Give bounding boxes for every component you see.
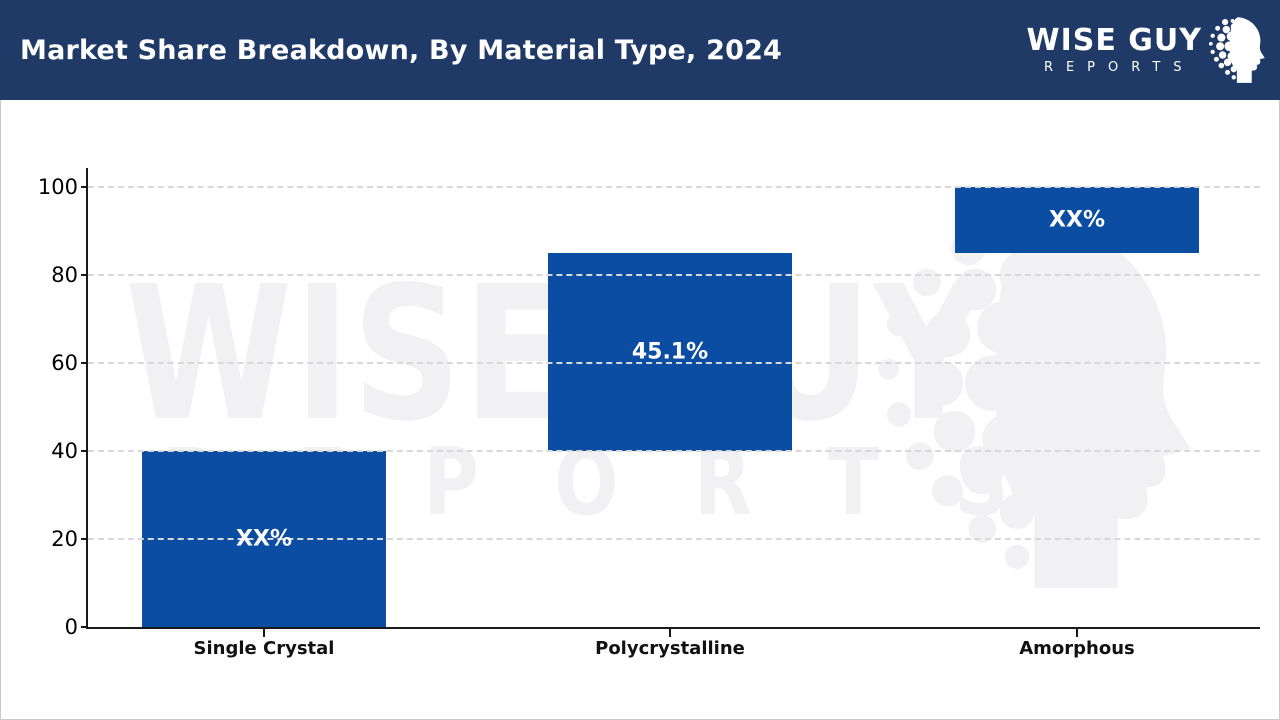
logo-subtext: REPORTS xyxy=(1043,59,1195,75)
x-axis-line xyxy=(86,627,1260,629)
y-tick-label: 0 xyxy=(64,615,78,639)
x-axis-label: Single Crystal xyxy=(193,638,335,659)
bar-value-label: XX% xyxy=(1049,207,1105,233)
bar-polycrystalline xyxy=(548,252,792,451)
y-tick xyxy=(81,450,88,452)
x-axis-label: Amorphous xyxy=(1019,638,1135,659)
header-banner: Market Share Breakdown, By Material Type… xyxy=(0,0,1280,100)
y-tick xyxy=(81,186,88,188)
y-tick-label: 100 xyxy=(37,175,78,199)
y-tick xyxy=(81,362,88,364)
y-grid-line xyxy=(88,274,1260,276)
y-grid-line xyxy=(88,362,1260,364)
y-tick xyxy=(81,274,88,276)
y-tick-label: 20 xyxy=(51,527,78,551)
y-tick-label: 60 xyxy=(51,351,78,375)
y-tick-label: 40 xyxy=(51,439,78,463)
bar-amorphous xyxy=(955,187,1199,253)
chart-title: Market Share Breakdown, By Material Type… xyxy=(20,34,783,66)
x-tick xyxy=(1076,629,1078,637)
y-grid-line xyxy=(88,186,1260,188)
logo-wordmark: WISE GUY xyxy=(1026,22,1202,58)
y-axis-line xyxy=(86,168,88,629)
bar-value-label: XX% xyxy=(236,526,292,552)
brand-logo: WISE GUY REPORTS xyxy=(1026,10,1266,90)
x-axis-label: Polycrystalline xyxy=(595,638,745,659)
x-tick xyxy=(669,629,671,637)
x-tick xyxy=(263,629,265,637)
y-tick xyxy=(81,538,88,540)
wiseguy-face-icon xyxy=(1204,10,1266,90)
brand-logo-text: WISE GUY REPORTS xyxy=(1026,22,1202,75)
y-tick xyxy=(81,626,88,628)
y-tick-label: 80 xyxy=(51,263,78,287)
y-grid-line xyxy=(88,538,1260,540)
y-grid-line xyxy=(88,450,1260,452)
bar-value-label: 45.1% xyxy=(631,339,709,365)
